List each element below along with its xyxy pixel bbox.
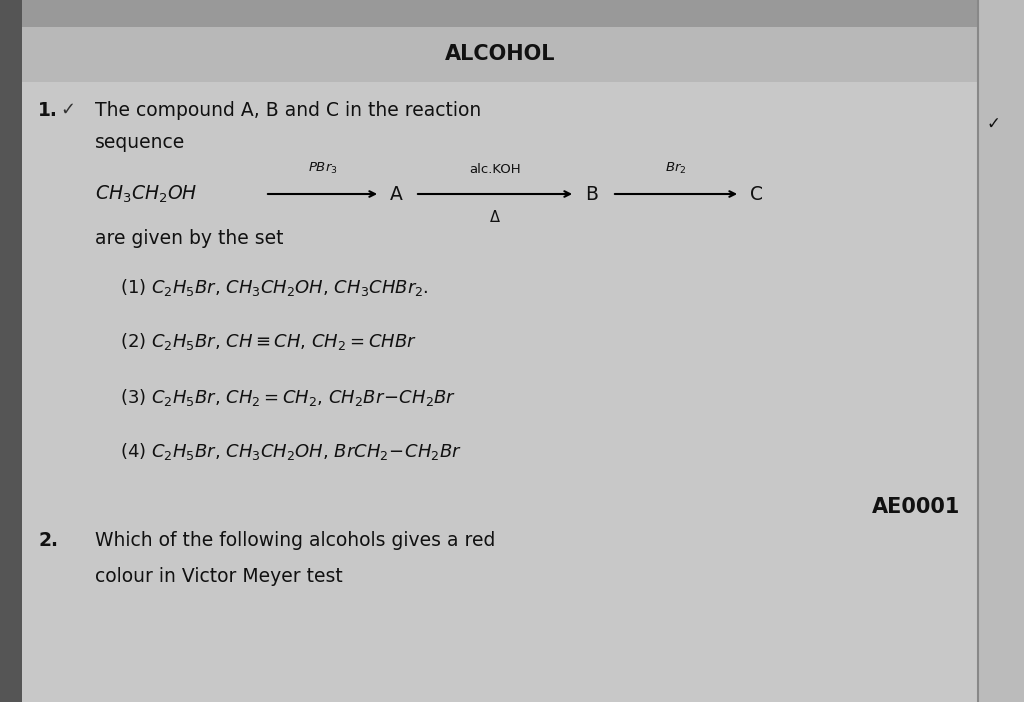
Text: (4) $C_2H_5Br$, $CH_3CH_2OH$, $BrCH_2\!-\!CH_2Br$: (4) $C_2H_5Br$, $CH_3CH_2OH$, $BrCH_2\!-…: [120, 442, 462, 463]
Text: $CH_3CH_2OH$: $CH_3CH_2OH$: [95, 183, 198, 205]
Text: 2.: 2.: [38, 531, 58, 550]
Text: C: C: [750, 185, 763, 204]
Text: are given by the set: are given by the set: [95, 230, 284, 249]
Text: (2) $C_2H_5Br$, $CH\equiv CH$, $CH_2=CHBr$: (2) $C_2H_5Br$, $CH\equiv CH$, $CH_2=CHB…: [120, 331, 417, 352]
Text: colour in Victor Meyer test: colour in Victor Meyer test: [95, 567, 343, 585]
Text: $Br_2$: $Br_2$: [666, 161, 687, 176]
Bar: [978, 0, 1024, 702]
Bar: [22, 0, 978, 27]
Bar: [22, 27, 978, 82]
Text: $PBr_3$: $PBr_3$: [307, 161, 337, 176]
Text: Δ: Δ: [490, 210, 500, 225]
Bar: [0, 0, 22, 702]
Text: Which of the following alcohols gives a red: Which of the following alcohols gives a …: [95, 531, 496, 550]
Text: (3) $C_2H_5Br$, $CH_2=CH_2$, $CH_2Br\!-\!CH_2Br$: (3) $C_2H_5Br$, $CH_2=CH_2$, $CH_2Br\!-\…: [120, 387, 457, 407]
Text: A: A: [390, 185, 402, 204]
Text: sequence: sequence: [95, 133, 185, 152]
Text: (1) $C_2H_5Br$, $CH_3CH_2OH$, $CH_3CHBr_2$.: (1) $C_2H_5Br$, $CH_3CH_2OH$, $CH_3CHBr_…: [120, 277, 429, 298]
Text: B: B: [585, 185, 598, 204]
Text: ✓: ✓: [986, 115, 1000, 133]
Text: AE0001: AE0001: [871, 497, 961, 517]
Text: The compound A, B and C in the reaction: The compound A, B and C in the reaction: [95, 100, 481, 119]
Text: ALCOHOL: ALCOHOL: [444, 44, 555, 65]
Text: 1.: 1.: [38, 100, 58, 119]
Text: ✓: ✓: [60, 101, 76, 119]
Text: alc.KOH: alc.KOH: [469, 163, 521, 176]
